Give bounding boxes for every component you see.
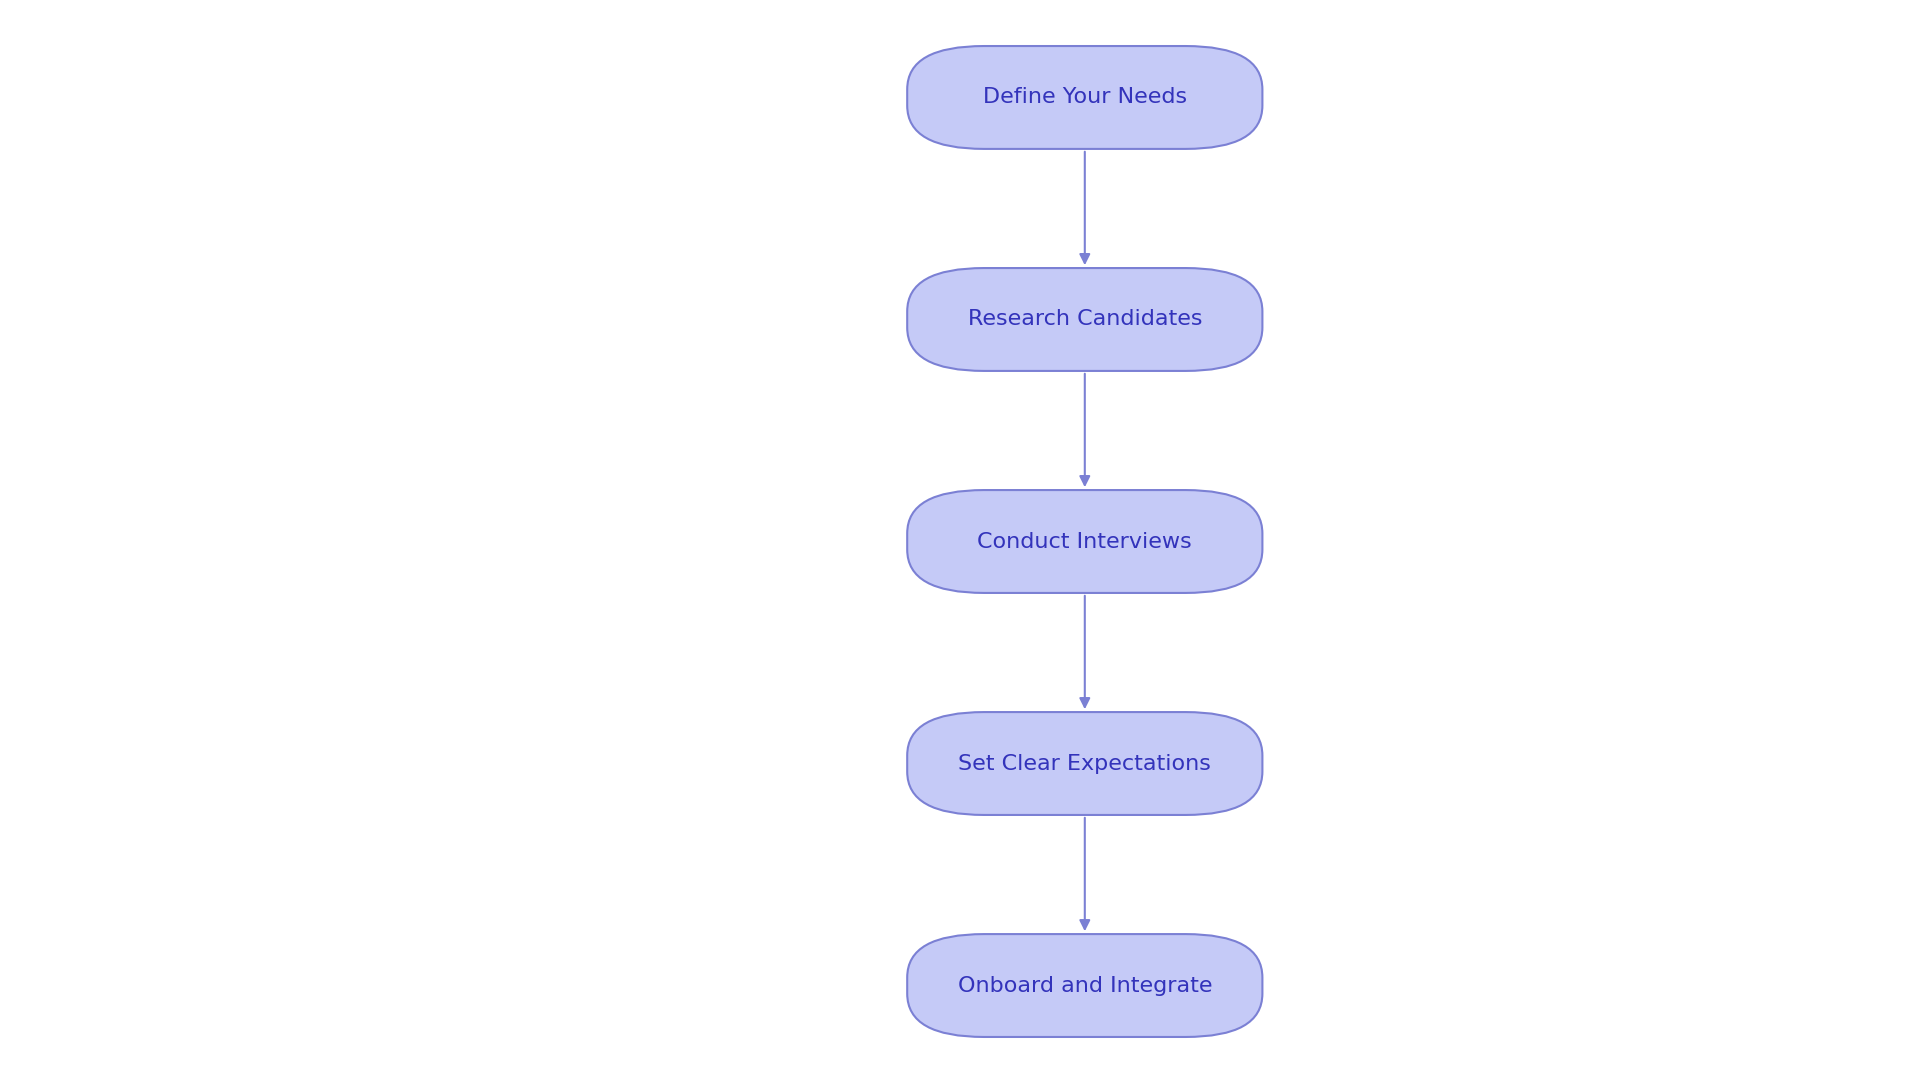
FancyBboxPatch shape — [906, 713, 1263, 814]
FancyBboxPatch shape — [906, 45, 1263, 148]
Text: Conduct Interviews: Conduct Interviews — [977, 532, 1192, 551]
FancyBboxPatch shape — [906, 934, 1263, 1038]
Text: Onboard and Integrate: Onboard and Integrate — [958, 976, 1212, 995]
Text: Set Clear Expectations: Set Clear Expectations — [958, 754, 1212, 773]
FancyBboxPatch shape — [906, 490, 1263, 593]
Text: Research Candidates: Research Candidates — [968, 310, 1202, 329]
Text: Define Your Needs: Define Your Needs — [983, 88, 1187, 107]
FancyBboxPatch shape — [906, 268, 1263, 370]
